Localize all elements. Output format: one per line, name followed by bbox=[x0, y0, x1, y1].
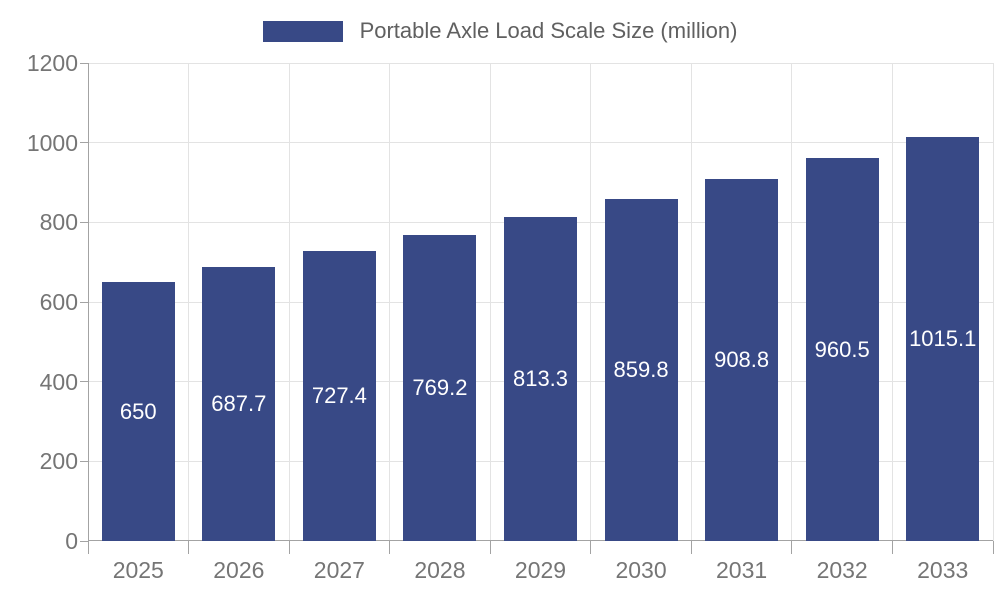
bar: 859.8 bbox=[604, 198, 678, 541]
x-axis-tick bbox=[489, 541, 491, 554]
bar-value-label: 1015.1 bbox=[909, 325, 977, 351]
gridline-vertical bbox=[791, 63, 793, 541]
y-axis-tick bbox=[80, 221, 88, 223]
plot-area: 650 687.7 727.4 769.2 813.3 859.8 908.8 960.5 10… bbox=[80, 62, 994, 554]
x-tick-label: 2032 bbox=[816, 557, 868, 583]
x-axis-tick bbox=[590, 541, 592, 554]
x-axis-tick bbox=[188, 541, 190, 554]
legend-label: Portable Axle Load Scale Size (million) bbox=[359, 18, 738, 43]
gridline-vertical bbox=[188, 63, 190, 541]
x-tick-label: 2033 bbox=[917, 557, 969, 583]
bar: 1015.1 bbox=[906, 136, 980, 541]
x-tick-label: 2025 bbox=[112, 557, 164, 583]
legend: Portable Axle Load Scale Size (million) bbox=[0, 15, 1000, 47]
gridline-vertical bbox=[690, 63, 692, 541]
bar: 813.3 bbox=[504, 217, 577, 541]
gridline-horizontal bbox=[88, 142, 993, 144]
bar: 769.2 bbox=[403, 234, 477, 541]
x-tick-label: 2029 bbox=[514, 557, 567, 583]
gridline-vertical bbox=[891, 63, 893, 541]
x-axis-tick bbox=[389, 541, 391, 554]
gridline-vertical bbox=[489, 63, 491, 541]
y-tick-label: 1200 bbox=[26, 50, 78, 76]
bar: 960.5 bbox=[805, 158, 879, 541]
x-axis-tick bbox=[288, 541, 290, 554]
gridline-vertical bbox=[992, 63, 994, 541]
x-tick-label: 2031 bbox=[716, 557, 768, 583]
legend-item[interactable]: Portable Axle Load Scale Size (million) bbox=[262, 18, 738, 44]
bar-value-label: 769.2 bbox=[412, 374, 468, 400]
bar-value-label: 650 bbox=[119, 398, 157, 424]
y-axis-tick bbox=[80, 460, 88, 462]
x-tick-label: 2027 bbox=[313, 557, 365, 583]
y-tick-label: 600 bbox=[39, 289, 78, 315]
y-tick-label: 400 bbox=[39, 368, 78, 395]
legend-swatch-icon bbox=[262, 20, 343, 42]
gridline-vertical bbox=[288, 63, 290, 541]
y-axis-tick bbox=[80, 540, 88, 542]
x-axis-tick bbox=[891, 541, 893, 554]
y-tick-label: 800 bbox=[39, 209, 78, 236]
bar: 908.8 bbox=[705, 178, 779, 541]
x-tick-label: 2030 bbox=[615, 557, 667, 583]
x-axis-tick bbox=[791, 541, 793, 554]
bar-value-label: 908.8 bbox=[714, 346, 770, 372]
y-axis-tick bbox=[80, 301, 88, 303]
y-tick-label: 200 bbox=[39, 448, 78, 475]
bar: 650 bbox=[101, 282, 175, 541]
gridline-vertical bbox=[590, 63, 592, 541]
gridline-vertical bbox=[389, 63, 391, 541]
y-axis-tick bbox=[80, 142, 88, 144]
x-axis-tick bbox=[87, 541, 89, 554]
x-axis-tick bbox=[992, 541, 994, 554]
x-tick-label: 2026 bbox=[213, 557, 265, 583]
bar: 687.7 bbox=[202, 267, 276, 541]
y-axis-tick bbox=[80, 381, 88, 383]
y-tick-label: 1000 bbox=[26, 129, 78, 156]
gridline-horizontal bbox=[88, 62, 993, 64]
y-tick-label: 0 bbox=[65, 528, 78, 554]
y-axis-tick bbox=[80, 62, 88, 64]
x-tick-label: 2028 bbox=[414, 557, 466, 583]
bar: 727.4 bbox=[302, 251, 376, 541]
bar-value-label: 813.3 bbox=[512, 366, 569, 391]
y-axis-line bbox=[88, 63, 89, 541]
bar-value-label: 960.5 bbox=[814, 336, 870, 362]
x-axis-tick bbox=[690, 541, 692, 554]
bar-value-label: 687.7 bbox=[211, 391, 267, 417]
bar-value-label: 859.8 bbox=[613, 356, 669, 382]
bar-value-label: 727.4 bbox=[311, 383, 367, 409]
